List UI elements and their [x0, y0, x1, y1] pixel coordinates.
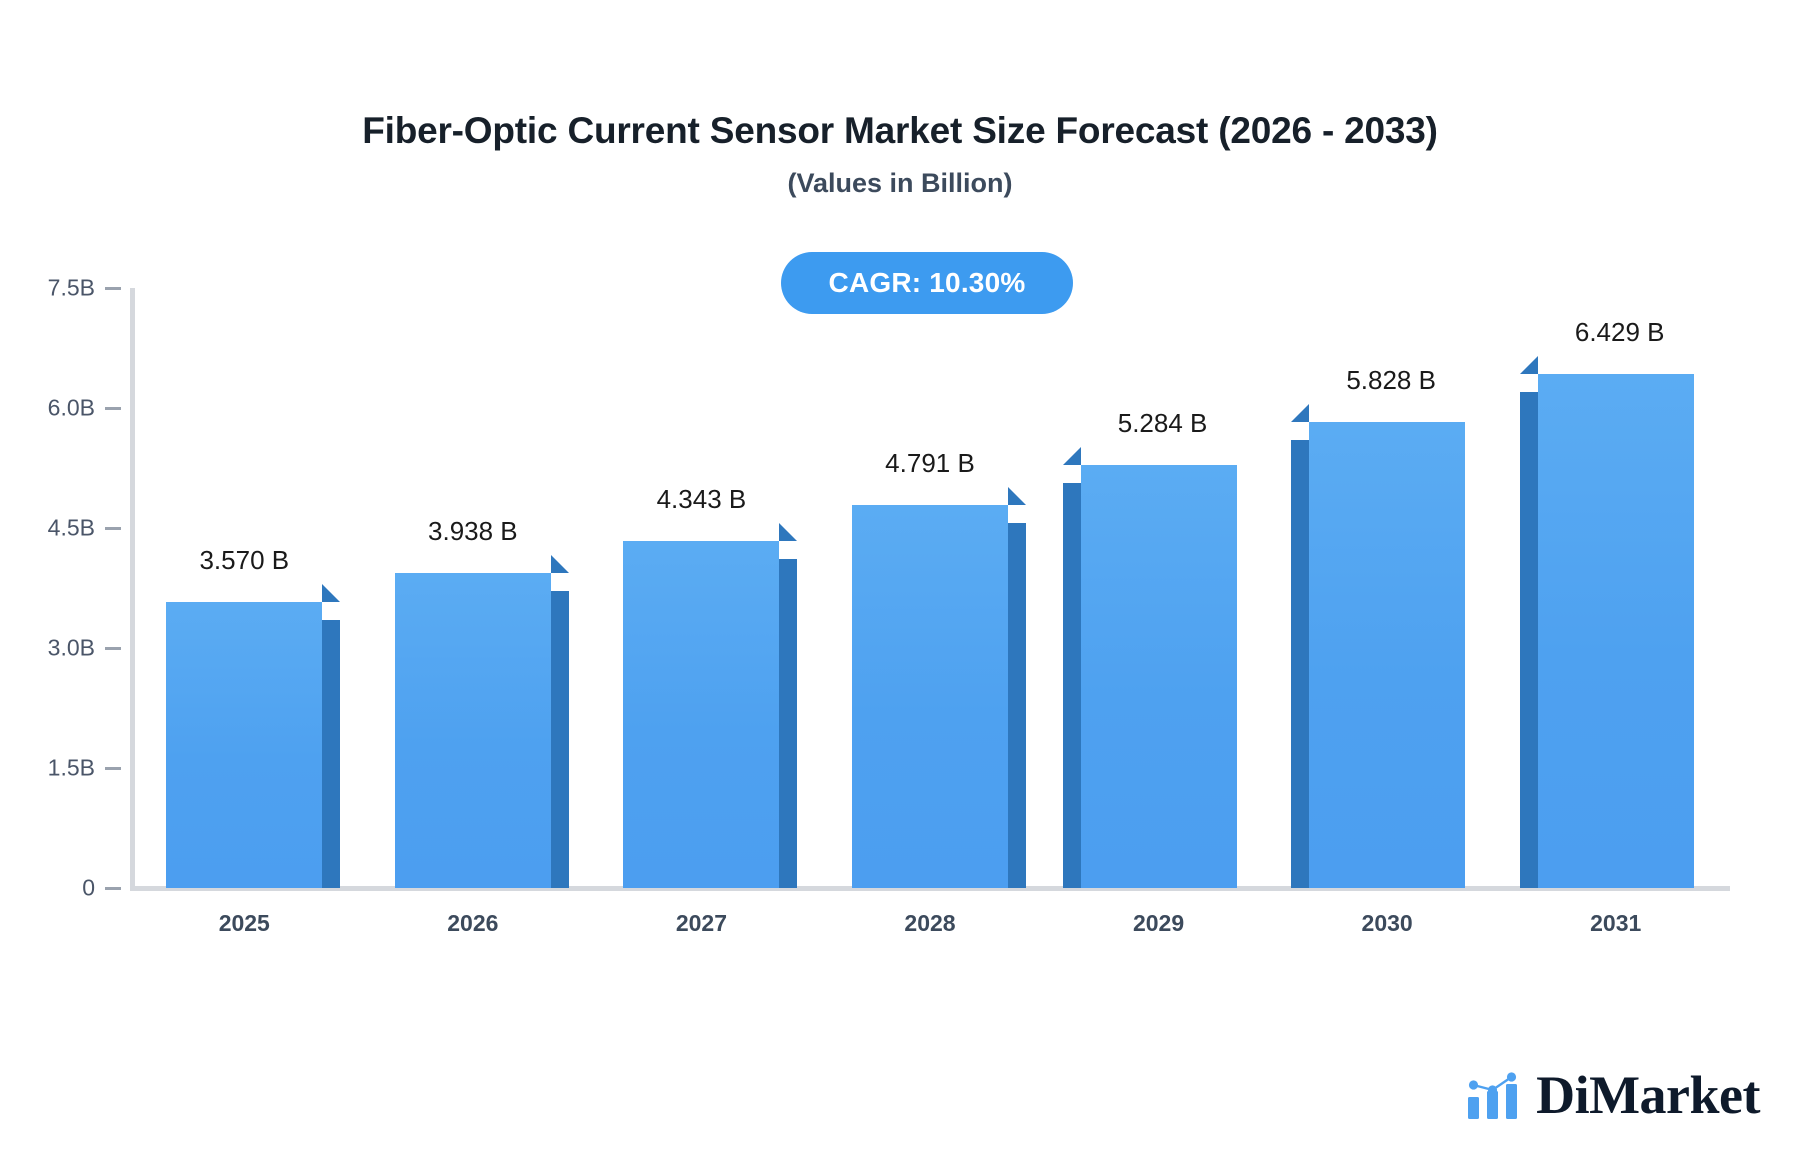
- bar-value-label-2027: 4.343 B: [656, 483, 747, 514]
- x-axis-tick-label-2025: 2025: [218, 910, 270, 936]
- bar-2031[interactable]: [1519, 355, 1694, 888]
- x-axis-tick-label-2026: 2026: [447, 910, 499, 936]
- bar-side-face: [1519, 391, 1538, 888]
- bar-front-face: [623, 540, 780, 888]
- y-axis-tick-mark: [105, 527, 121, 530]
- bar-front-face: [1080, 465, 1237, 888]
- y-axis-line: [130, 288, 135, 891]
- bar-top-face: [1291, 403, 1310, 422]
- bar-front-face: [852, 504, 1008, 888]
- y-axis-tick-label: 6.0B: [47, 394, 95, 421]
- bar-top-face: [779, 522, 798, 541]
- bar-2028[interactable]: [852, 486, 1026, 888]
- bar-value-label-2028: 4.791 B: [885, 447, 975, 478]
- bar-front-face: [1537, 373, 1694, 888]
- bar-top-face: [550, 554, 569, 573]
- y-axis-tick-label: 0: [82, 874, 95, 901]
- x-axis-tick-label-2029: 2029: [1132, 910, 1185, 936]
- bar-top-face: [1519, 355, 1538, 374]
- bar-front-face: [394, 572, 551, 888]
- brand-logo-text: DiMarket: [1536, 1065, 1760, 1125]
- chart-subtitle: (Values in Billion): [787, 168, 1013, 198]
- bar-2026[interactable]: [394, 554, 569, 888]
- y-axis-tick-mark: [105, 407, 121, 410]
- x-axis-tick-label-2028: 2028: [904, 910, 956, 936]
- y-axis-tick-label: 7.5B: [47, 274, 95, 301]
- bar-value-label-2029: 5.284 B: [1117, 408, 1208, 439]
- bar-side-face: [1008, 522, 1026, 888]
- bar-side-face: [322, 620, 341, 888]
- bar-top-face: [322, 584, 341, 603]
- bar-2030[interactable]: [1291, 403, 1466, 888]
- x-axis-tick-label-2030: 2030: [1361, 910, 1413, 936]
- bar-front-face: [166, 602, 323, 888]
- y-axis-tick-mark: [105, 647, 121, 650]
- y-axis-tick-label: 3.0B: [47, 634, 95, 661]
- bar-2027[interactable]: [623, 522, 798, 888]
- chart-title: Fiber-Optic Current Sensor Market Size F…: [362, 110, 1438, 151]
- bar-2029[interactable]: [1062, 447, 1237, 888]
- cagr-badge-label: CAGR: 10.30%: [828, 267, 1026, 298]
- bar-side-face: [1062, 483, 1081, 888]
- bar-front-face: [1309, 421, 1466, 888]
- bar-side-face: [550, 590, 569, 888]
- x-axis-tick-label-2031: 2031: [1590, 910, 1642, 936]
- bar-top-face: [1062, 447, 1081, 466]
- plot-area: 3.570 B 3.938 B 4.343 B 4.791 B 5.284 B 5.828…: [130, 288, 1730, 888]
- bar-2025[interactable]: [166, 584, 341, 888]
- bar-top-face: [1008, 486, 1026, 505]
- bar-value-label-2026: 3.938 B: [428, 515, 518, 546]
- y-axis-tick-mark: [105, 887, 121, 890]
- x-axis-line: [130, 886, 1730, 891]
- y-axis-tick-label: 4.5B: [47, 514, 95, 541]
- y-axis-tick-mark: [105, 767, 121, 770]
- x-axis-tick-label-2027: 2027: [675, 910, 727, 936]
- cagr-badge: CAGR: 10.30%: [781, 252, 1073, 314]
- bar-value-label-2031: 6.429 B: [1574, 316, 1665, 347]
- y-axis-tick-mark: [105, 287, 121, 290]
- bar-value-label-2030: 5.828 B: [1346, 364, 1436, 395]
- brand-logo: DiMarket: [1466, 1064, 1760, 1126]
- bar-side-face: [1291, 439, 1310, 888]
- bar-value-label-2025: 3.570 B: [199, 545, 290, 576]
- y-axis-tick-label: 1.5B: [47, 754, 95, 781]
- bar-chart-logo-icon: [1468, 1072, 1518, 1119]
- bar-side-face: [779, 558, 798, 888]
